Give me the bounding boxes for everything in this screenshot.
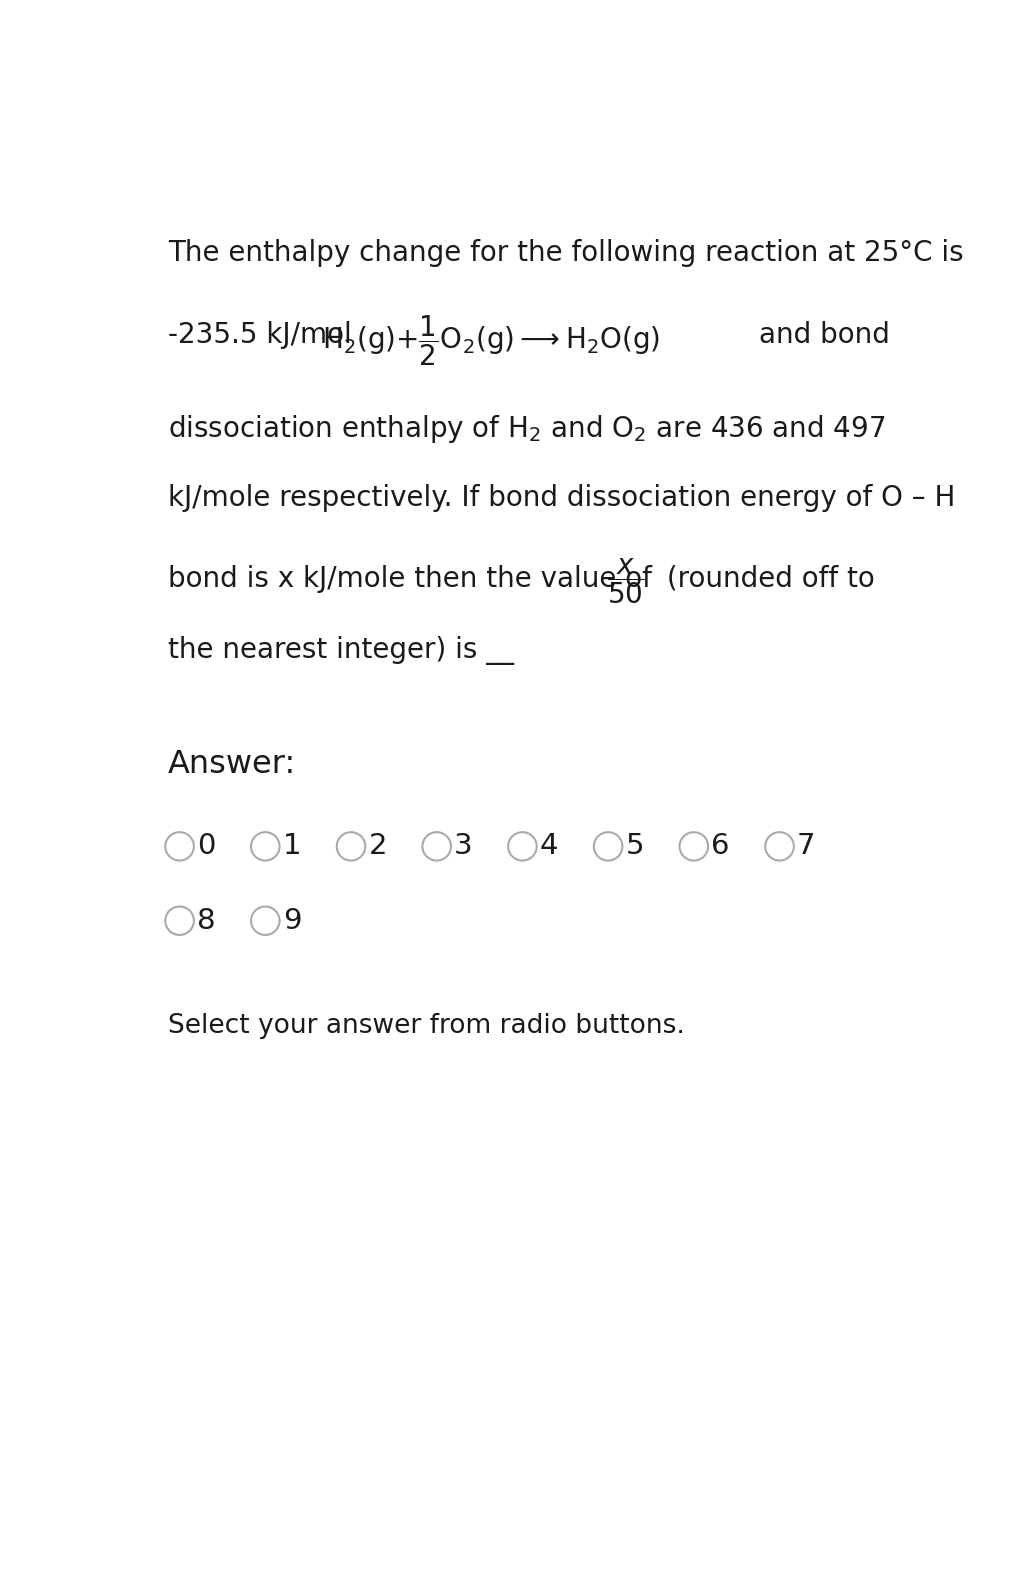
Text: 0: 0 (197, 833, 215, 860)
Text: kJ/mole respectively. If bond dissociation energy of O – H: kJ/mole respectively. If bond dissociati… (168, 484, 955, 512)
Text: (rounded off to: (rounded off to (658, 565, 874, 593)
Text: 7: 7 (797, 833, 815, 860)
Text: The enthalpy change for the following reaction at 25°C is: The enthalpy change for the following re… (168, 239, 964, 266)
Text: 1: 1 (283, 833, 301, 860)
Text: 6: 6 (712, 833, 730, 860)
Text: Answer:: Answer: (168, 749, 296, 780)
Text: 8: 8 (197, 907, 216, 934)
Text: 9: 9 (283, 907, 301, 934)
Text: $\mathrm{H_2(g){+}\dfrac{1}{2}O_2(g){\longrightarrow}H_2O(g)}$: $\mathrm{H_2(g){+}\dfrac{1}{2}O_2(g){\lo… (323, 314, 660, 368)
Text: 2: 2 (369, 833, 387, 860)
Text: -235.5 kJ/mol: -235.5 kJ/mol (168, 320, 360, 349)
Text: the nearest integer) is __: the nearest integer) is __ (168, 636, 514, 665)
Text: bond is x kJ/mole then the value of: bond is x kJ/mole then the value of (168, 565, 660, 593)
Text: 4: 4 (540, 833, 558, 860)
Text: 3: 3 (455, 833, 473, 860)
Text: dissociation enthalpy of $\mathrm{H_2}$ and $\mathrm{O_2}$ are 436 and 497: dissociation enthalpy of $\mathrm{H_2}$ … (168, 412, 885, 444)
Text: and bond: and bond (759, 320, 890, 349)
Text: Select your answer from radio buttons.: Select your answer from radio buttons. (168, 1013, 685, 1039)
Text: 5: 5 (626, 833, 644, 860)
Text: $\dfrac{x}{50}$: $\dfrac{x}{50}$ (606, 557, 644, 606)
